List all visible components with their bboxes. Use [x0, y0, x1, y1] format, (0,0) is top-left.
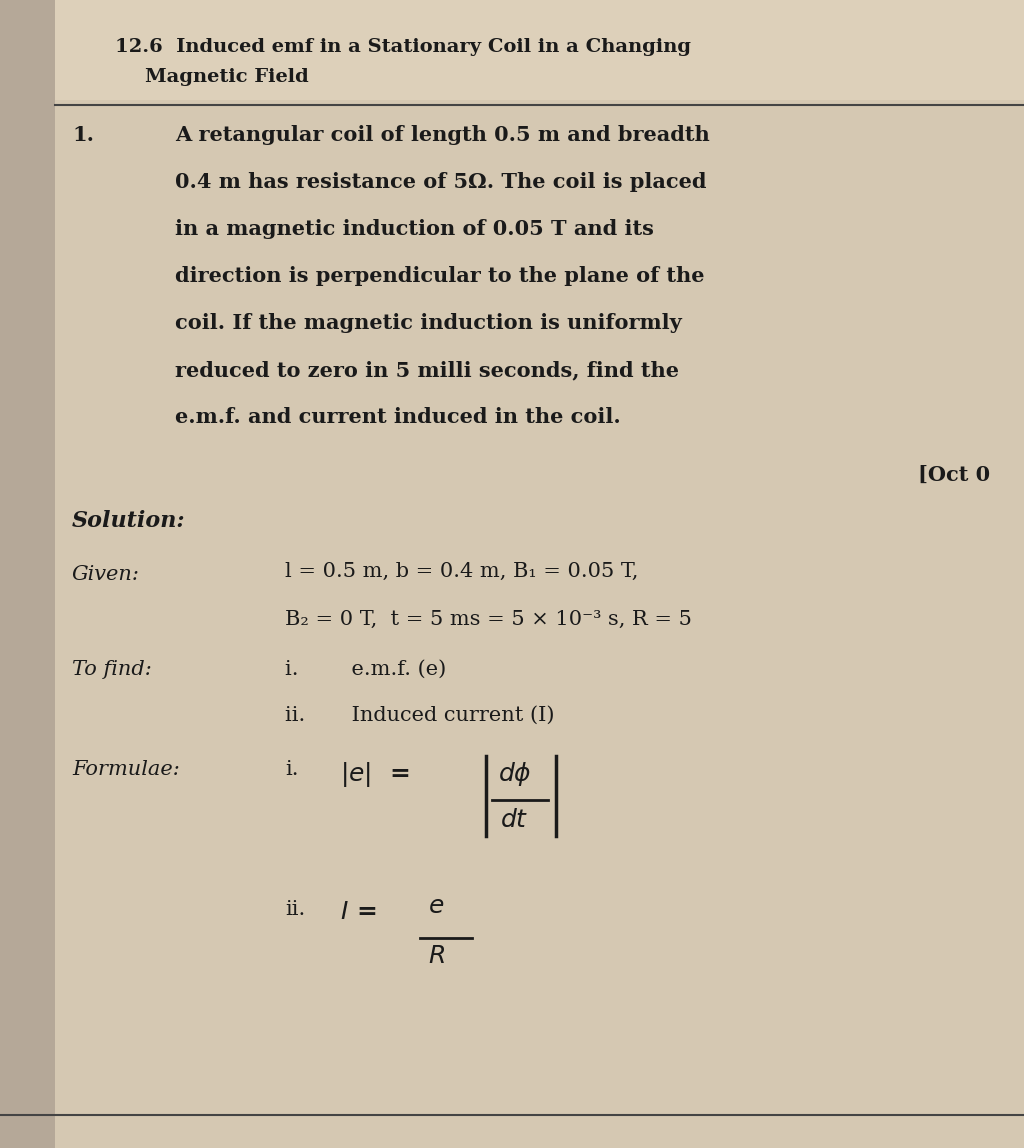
Text: ii.: ii. — [285, 900, 305, 920]
Text: B₂ = 0 T,  t = 5 ms = 5 × 10⁻³ s, R = 5: B₂ = 0 T, t = 5 ms = 5 × 10⁻³ s, R = 5 — [285, 610, 692, 629]
Text: coil. If the magnetic induction is uniformly: coil. If the magnetic induction is unifo… — [175, 313, 682, 333]
Text: l = 0.5 m, b = 0.4 m, B₁ = 0.05 T,: l = 0.5 m, b = 0.4 m, B₁ = 0.05 T, — [285, 563, 638, 581]
Text: reduced to zero in 5 milli seconds, find the: reduced to zero in 5 milli seconds, find… — [175, 360, 679, 380]
Text: A retangular coil of length 0.5 m and breadth: A retangular coil of length 0.5 m and br… — [175, 125, 710, 145]
Text: e.m.f. and current induced in the coil.: e.m.f. and current induced in the coil. — [175, 408, 621, 427]
Text: $d\phi$: $d\phi$ — [498, 760, 531, 788]
Text: Given:: Given: — [72, 565, 140, 584]
Text: $R$: $R$ — [428, 945, 445, 968]
Text: [Oct 0: [Oct 0 — [918, 465, 990, 484]
Text: 1.: 1. — [72, 125, 94, 145]
Text: $e$: $e$ — [428, 895, 444, 918]
Bar — [55, 0, 1024, 100]
Text: Formulae:: Formulae: — [72, 760, 180, 779]
Text: To find:: To find: — [72, 660, 152, 678]
Text: 12.6  Induced emf in a Stationary Coil in a Changing: 12.6 Induced emf in a Stationary Coil in… — [115, 38, 691, 56]
Text: $|e|$  =: $|e|$ = — [340, 760, 410, 789]
Text: i.        e.m.f. (e): i. e.m.f. (e) — [285, 660, 446, 678]
Text: i.: i. — [285, 760, 299, 779]
Text: 0.4 m has resistance of 5Ω. The coil is placed: 0.4 m has resistance of 5Ω. The coil is … — [175, 172, 707, 192]
Text: Solution:: Solution: — [72, 510, 185, 532]
Bar — [0, 0, 55, 1148]
Text: in a magnetic induction of 0.05 T and its: in a magnetic induction of 0.05 T and it… — [175, 219, 654, 239]
Text: $dt$: $dt$ — [500, 808, 528, 832]
Text: $I$ =: $I$ = — [340, 900, 377, 924]
Text: Magnetic Field: Magnetic Field — [145, 68, 309, 86]
Text: direction is perpendicular to the plane of the: direction is perpendicular to the plane … — [175, 266, 705, 286]
Text: ii.       Induced current (I): ii. Induced current (I) — [285, 706, 555, 726]
